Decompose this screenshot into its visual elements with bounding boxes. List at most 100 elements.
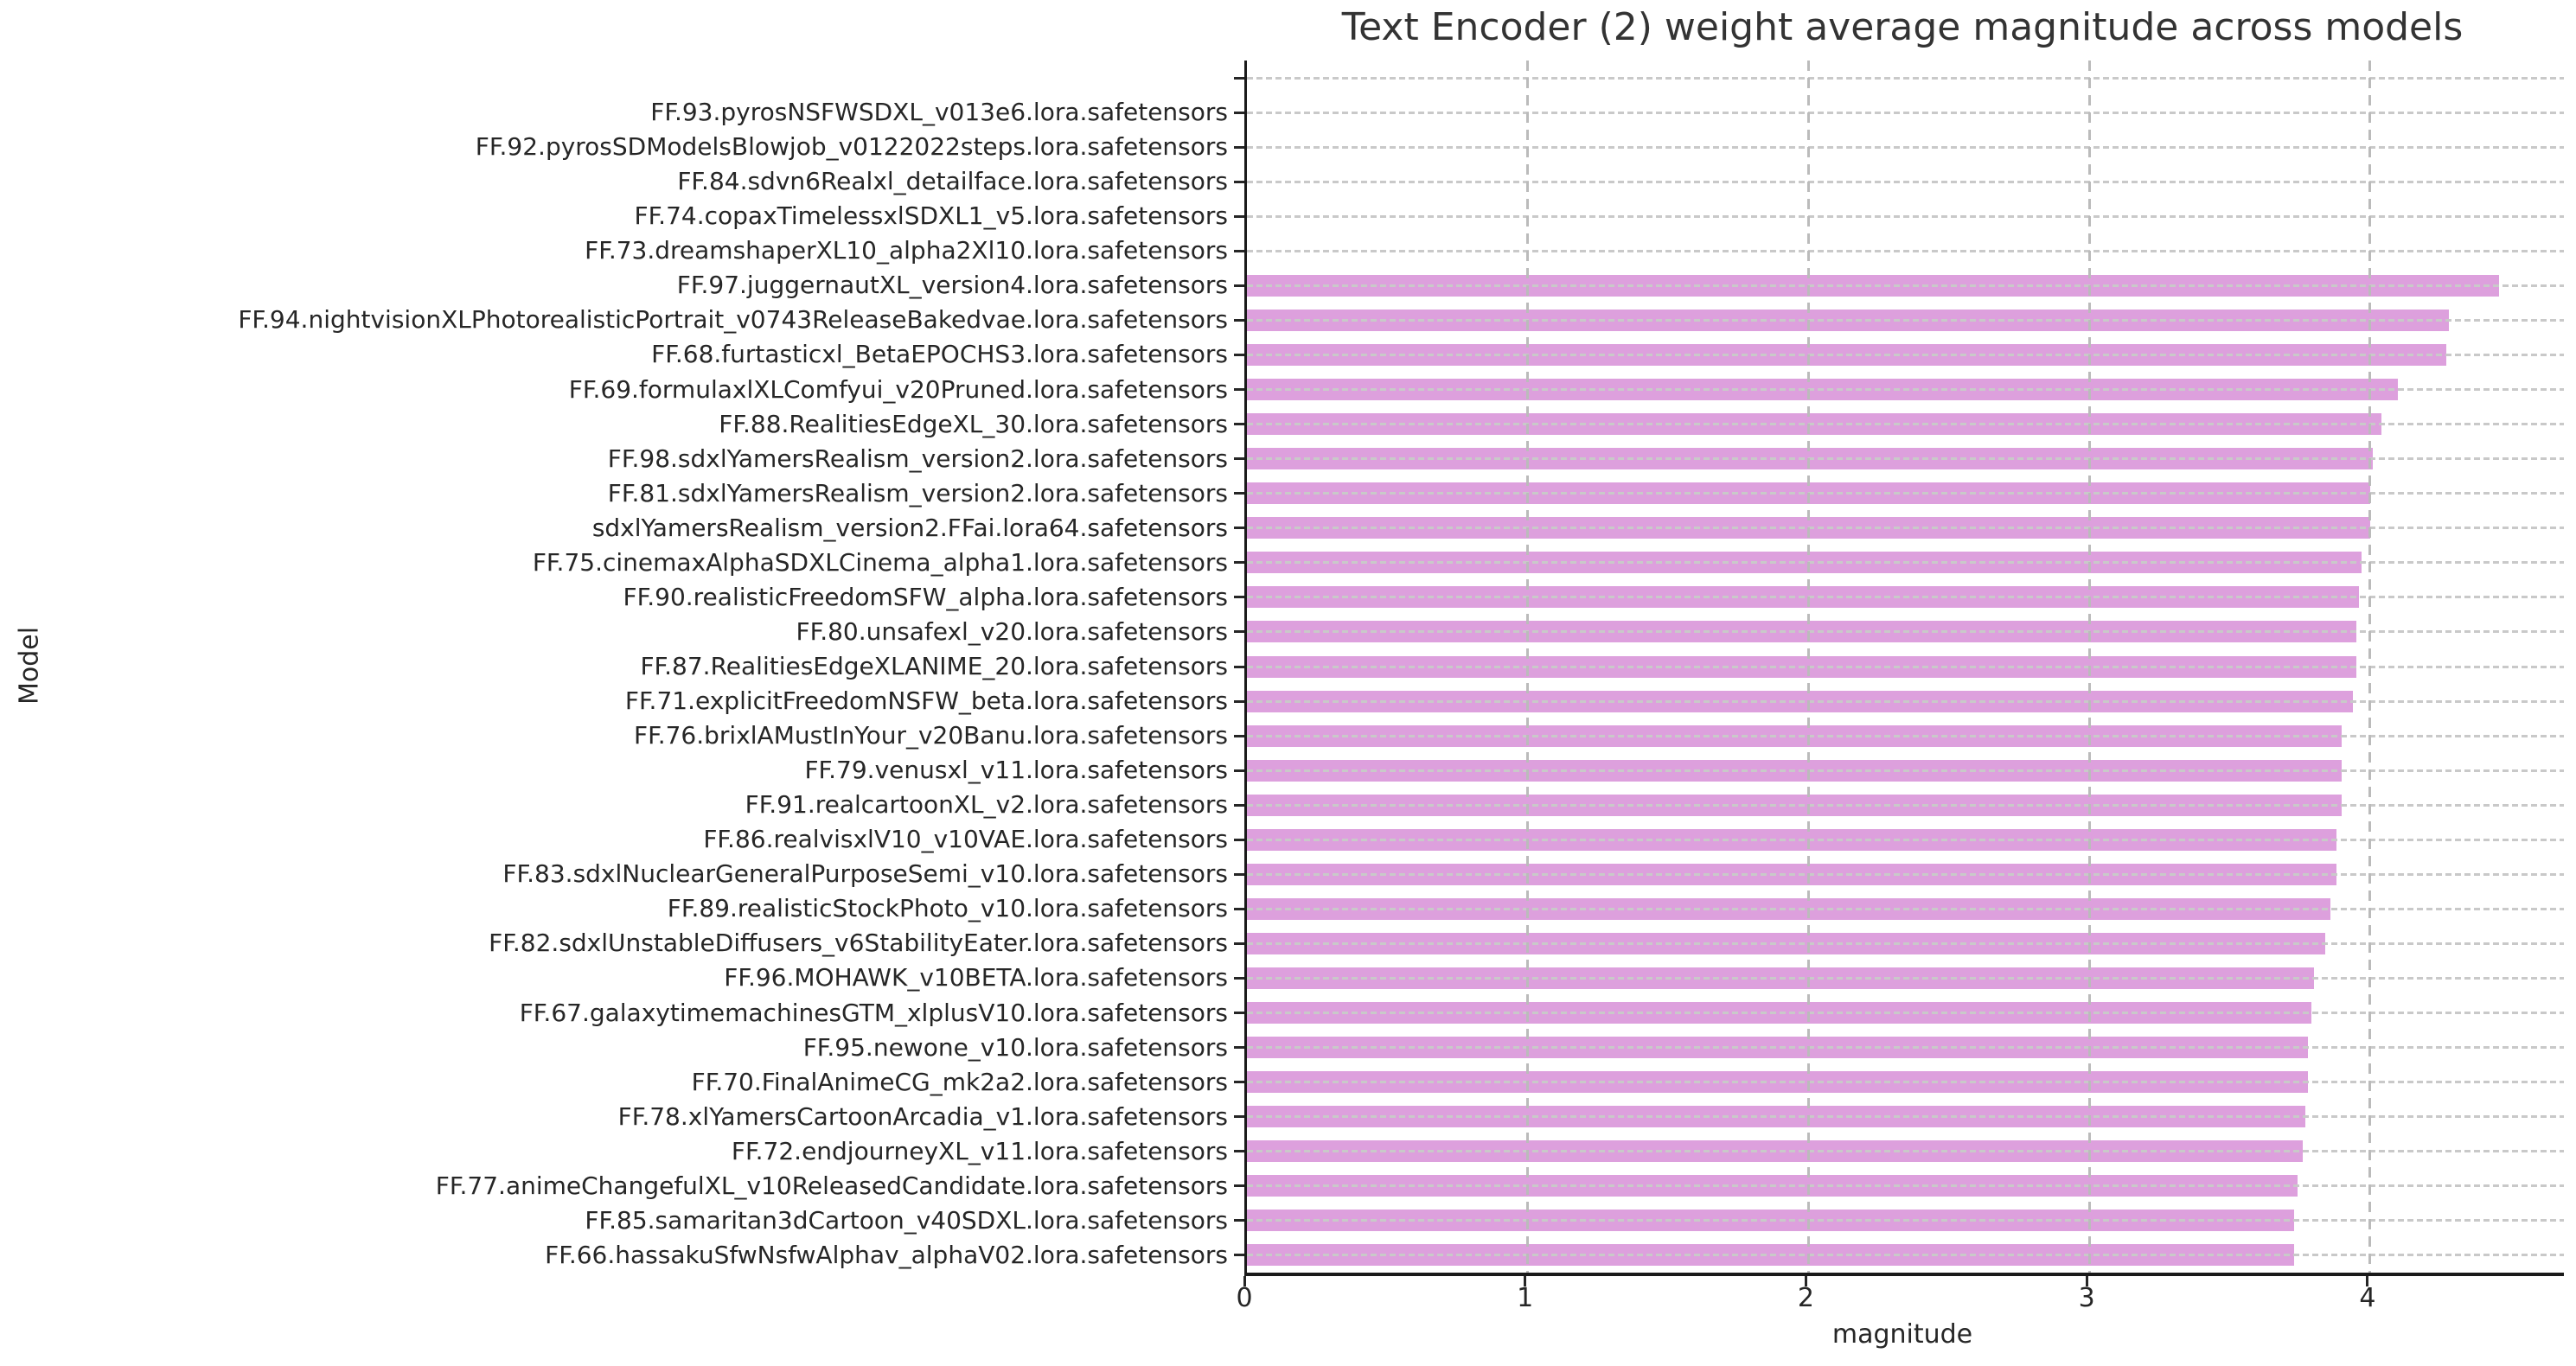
h-gridline bbox=[1247, 249, 2564, 252]
h-gridline bbox=[1247, 1150, 2564, 1153]
y-tick-mark bbox=[1234, 942, 1244, 945]
y-tick-label: FF.93.pyrosNSFWSDXL_v013e6.lora.safetens… bbox=[650, 98, 1228, 127]
y-tick-mark bbox=[1234, 318, 1244, 322]
y-tick-label: FF.88.RealitiesEdgeXL_30.lora.safetensor… bbox=[719, 409, 1228, 438]
y-tick-mark bbox=[1234, 977, 1244, 980]
y-tick-mark bbox=[1234, 353, 1244, 356]
y-tick-mark bbox=[1234, 769, 1244, 772]
h-gridline bbox=[1247, 76, 2564, 80]
y-tick-mark bbox=[1234, 803, 1244, 807]
y-tick-mark bbox=[1234, 180, 1244, 183]
x-tick-mark bbox=[2085, 1276, 2088, 1286]
y-tick-label: FF.81.sdxlYamersRealism_version2.lora.sa… bbox=[607, 478, 1228, 507]
x-tick-label: 0 bbox=[1236, 1283, 1253, 1313]
h-gridline bbox=[1247, 1254, 2564, 1257]
h-gridline bbox=[1247, 388, 2564, 392]
y-tick-label: FF.85.samaritan3dCartoon_v40SDXL.lora.sa… bbox=[585, 1205, 1228, 1235]
y-tick-mark bbox=[1234, 111, 1244, 114]
x-tick-label: 4 bbox=[2359, 1283, 2376, 1313]
y-tick-label: FF.70.FinalAnimeCG_mk2a2.lora.safetensor… bbox=[691, 1067, 1228, 1096]
y-tick-label: FF.86.realvisxlV10_v10VAE.lora.safetenso… bbox=[703, 825, 1228, 854]
v-gridline bbox=[1526, 61, 1530, 1273]
y-tick-mark bbox=[1234, 527, 1244, 530]
y-tick-mark bbox=[1234, 492, 1244, 495]
y-tick-mark bbox=[1234, 699, 1244, 703]
h-gridline bbox=[1247, 423, 2564, 426]
y-tick-label: FF.73.dreamshaperXL10_alpha2Xl10.lora.sa… bbox=[585, 236, 1228, 265]
x-tick-mark bbox=[2366, 1276, 2369, 1286]
y-tick-label: FF.98.sdxlYamersRealism_version2.lora.sa… bbox=[607, 444, 1228, 473]
y-tick-label: FF.94.nightvisionXLPhotorealisticPortrai… bbox=[238, 305, 1228, 335]
h-gridline bbox=[1247, 838, 2564, 841]
y-tick-mark bbox=[1234, 1254, 1244, 1257]
y-tick-mark bbox=[1234, 734, 1244, 737]
y-tick-mark bbox=[1234, 665, 1244, 668]
y-tick-mark bbox=[1234, 423, 1244, 426]
y-tick-mark bbox=[1234, 1046, 1244, 1050]
y-tick-label: FF.83.sdxlNuclearGeneralPurposeSemi_v10.… bbox=[502, 859, 1228, 889]
y-tick-mark bbox=[1234, 561, 1244, 565]
h-gridline bbox=[1247, 111, 2564, 114]
h-gridline bbox=[1247, 630, 2564, 634]
y-tick-mark bbox=[1234, 457, 1244, 461]
x-tick-mark bbox=[1524, 1276, 1527, 1286]
h-gridline bbox=[1247, 1115, 2564, 1119]
v-gridline bbox=[2368, 61, 2372, 1273]
h-gridline bbox=[1247, 803, 2564, 807]
h-gridline bbox=[1247, 665, 2564, 668]
h-gridline bbox=[1247, 353, 2564, 356]
x-tick-label: 3 bbox=[2078, 1283, 2095, 1313]
y-tick-label: FF.92.pyrosSDModelsBlowjob_v0122022steps… bbox=[475, 132, 1228, 162]
h-gridline bbox=[1247, 1184, 2564, 1188]
h-gridline bbox=[1247, 214, 2564, 218]
y-tick-mark bbox=[1234, 388, 1244, 392]
y-tick-mark bbox=[1234, 214, 1244, 218]
h-gridline bbox=[1247, 457, 2564, 461]
y-tick-label: FF.71.explicitFreedomNSFW_beta.lora.safe… bbox=[624, 686, 1228, 716]
y-tick-label: FF.79.venusxl_v11.lora.safetensors bbox=[804, 756, 1228, 785]
x-axis-label: magnitude bbox=[1831, 1319, 1973, 1350]
h-gridline bbox=[1247, 1219, 2564, 1222]
y-tick-label: FF.91.realcartoonXL_v2.lora.safetensors bbox=[745, 790, 1228, 820]
h-gridline bbox=[1247, 492, 2564, 495]
y-tick-label: FF.95.newone_v10.lora.safetensors bbox=[802, 1032, 1228, 1062]
y-tick-label: FF.96.MOHAWK_v10BETA.lora.safetensors bbox=[724, 963, 1228, 993]
y-tick-label: FF.72.endjourneyXL_v11.lora.safetensors bbox=[731, 1136, 1228, 1165]
h-gridline bbox=[1247, 1081, 2564, 1084]
plot-area bbox=[1244, 61, 2564, 1276]
y-tick-label: FF.75.cinemaxAlphaSDXLCinema_alpha1.lora… bbox=[532, 547, 1228, 577]
y-tick-mark bbox=[1234, 1012, 1244, 1015]
y-tick-label: FF.80.unsafexl_v20.lora.safetensors bbox=[796, 616, 1228, 646]
y-tick-label: FF.76.brixlAMustInYour_v20Banu.lora.safe… bbox=[634, 721, 1228, 750]
h-gridline bbox=[1247, 318, 2564, 322]
h-gridline bbox=[1247, 1012, 2564, 1015]
h-gridline bbox=[1247, 561, 2564, 565]
y-tick-label: FF.87.RealitiesEdgeXLANIME_20.lora.safet… bbox=[640, 651, 1228, 680]
y-tick-mark bbox=[1234, 284, 1244, 287]
y-tick-label: FF.67.galaxytimemachinesGTM_xlplusV10.lo… bbox=[519, 998, 1228, 1027]
y-tick-label: FF.97.juggernautXL_version4.lora.safeten… bbox=[676, 271, 1228, 300]
h-gridline bbox=[1247, 527, 2564, 530]
h-gridline bbox=[1247, 942, 2564, 945]
h-gridline bbox=[1247, 734, 2564, 737]
y-tick-mark bbox=[1234, 1184, 1244, 1188]
h-gridline bbox=[1247, 145, 2564, 149]
y-tick-mark bbox=[1234, 838, 1244, 841]
y-tick-mark bbox=[1234, 145, 1244, 149]
y-tick-label: FF.66.hassakuSfwNsfwAlphav_alphaV02.lora… bbox=[545, 1240, 1228, 1269]
x-tick-mark bbox=[1243, 1276, 1246, 1286]
y-tick-mark bbox=[1234, 1115, 1244, 1119]
h-gridline bbox=[1247, 180, 2564, 183]
x-tick-label: 1 bbox=[1517, 1283, 1534, 1313]
h-gridline bbox=[1247, 284, 2564, 287]
y-tick-mark bbox=[1234, 872, 1244, 876]
h-gridline bbox=[1247, 769, 2564, 772]
y-tick-mark bbox=[1234, 596, 1244, 599]
y-tick-mark bbox=[1234, 249, 1244, 252]
y-tick-label: FF.90.realisticFreedomSFW_alpha.lora.saf… bbox=[623, 582, 1228, 611]
y-tick-label: FF.78.xlYamersCartoonArcadia_v1.lora.saf… bbox=[617, 1101, 1228, 1131]
y-tick-mark bbox=[1234, 76, 1244, 80]
y-tick-label: FF.84.sdvn6Realxl_detailface.lora.safete… bbox=[677, 167, 1228, 196]
h-gridline bbox=[1247, 596, 2564, 599]
h-gridline bbox=[1247, 1046, 2564, 1050]
